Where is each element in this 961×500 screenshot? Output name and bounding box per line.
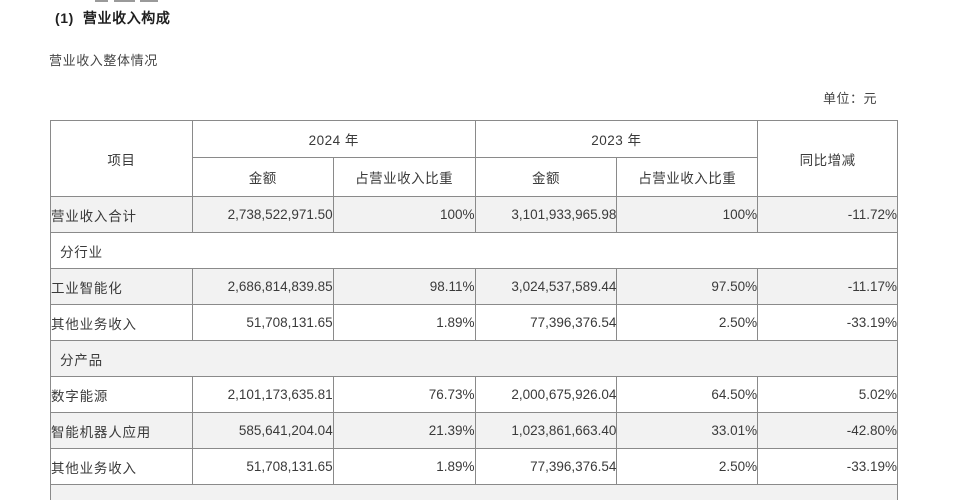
page-subtitle: 营业收入整体情况 [49, 53, 158, 68]
amount-2023-cell: 2,000,675,926.04 [474, 376, 618, 413]
clipped-text-fragment [95, 0, 108, 2]
row-label: 数字能源 [50, 376, 193, 413]
table-row: 其他业务收入 51,708,131.65 1.89% 77,396,376.54… [50, 304, 898, 341]
table-body: 营业收入合计 2,738,522,971.50 100% 3,101,933,9… [50, 196, 898, 500]
yoy-cell: -33.19% [757, 304, 898, 341]
amount-2023-cell: 3,101,933,965.98 [474, 196, 618, 233]
amount-2024-cell: 51,708,131.65 [191, 448, 334, 485]
partial-row-clipped [50, 484, 898, 500]
table-row: 其他业务收入 51,708,131.65 1.89% 77,396,376.54… [50, 448, 898, 485]
header-item: 项目 [50, 120, 193, 197]
header-proportion-2023: 占营业收入比重 [616, 157, 759, 197]
proportion-2023-cell: 100% [616, 196, 759, 233]
header-amount-2024: 金额 [191, 157, 334, 197]
amount-2024-cell: 2,101,173,635.81 [191, 376, 334, 413]
section-row: 分产品 [50, 340, 898, 377]
row-label: 其他业务收入 [50, 448, 193, 485]
row-label: 智能机器人应用 [50, 412, 193, 449]
header-year-2024: 2024 年 [191, 120, 476, 158]
proportion-2024-cell: 76.73% [332, 376, 476, 413]
header-proportion-2024: 占营业收入比重 [332, 157, 476, 197]
row-label: 工业智能化 [50, 268, 193, 305]
header-amount-2023: 金额 [474, 157, 618, 197]
amount-2024-cell: 51,708,131.65 [191, 304, 334, 341]
yoy-cell: -11.17% [757, 268, 898, 305]
amount-2024-cell: 2,738,522,971.50 [191, 196, 334, 233]
table-header: 项目 2024 年 2023 年 同比增减 金额 占营业收入比重 金额 占营业收… [50, 120, 898, 197]
amount-2023-cell: 77,396,376.54 [474, 448, 618, 485]
clipped-text-fragment [114, 0, 135, 2]
header-yoy: 同比增减 [757, 120, 898, 197]
section-label: 分行业 [50, 232, 898, 269]
amount-2023-cell: 1,023,861,663.40 [474, 412, 618, 449]
table-row: 营业收入合计 2,738,522,971.50 100% 3,101,933,9… [50, 196, 898, 233]
partial-row-cell [50, 484, 898, 500]
proportion-2024-cell: 21.39% [332, 412, 476, 449]
amount-2024-cell: 2,686,814,839.85 [191, 268, 334, 305]
yoy-cell: -11.72% [757, 196, 898, 233]
proportion-2023-cell: 97.50% [616, 268, 759, 305]
table-row: 数字能源 2,101,173,635.81 76.73% 2,000,675,9… [50, 376, 898, 413]
proportion-2024-cell: 1.89% [332, 304, 476, 341]
proportion-2023-cell: 2.50% [616, 304, 759, 341]
unit-label: 单位：元 [822, 91, 877, 106]
section-label: 分产品 [50, 340, 898, 377]
yoy-cell: 5.02% [757, 376, 898, 413]
proportion-2023-cell: 64.50% [616, 376, 759, 413]
revenue-table: 项目 2024 年 2023 年 同比增减 金额 占营业收入比重 金额 占营业收… [50, 120, 898, 500]
proportion-2024-cell: 1.89% [332, 448, 476, 485]
yoy-cell: -42.80% [757, 412, 898, 449]
proportion-2023-cell: 33.01% [616, 412, 759, 449]
header-year-2023: 2023 年 [474, 120, 759, 158]
section-row: 分行业 [50, 232, 898, 269]
amount-2023-cell: 3,024,537,589.44 [474, 268, 618, 305]
table-row: 智能机器人应用 585,641,204.04 21.39% 1,023,861,… [50, 412, 898, 449]
amount-2023-cell: 77,396,376.54 [474, 304, 618, 341]
amount-2024-cell: 585,641,204.04 [191, 412, 334, 449]
row-label: 营业收入合计 [50, 196, 193, 233]
row-label: 其他业务收入 [50, 304, 193, 341]
page-title: (1) 营业收入构成 [55, 10, 171, 26]
proportion-2023-cell: 2.50% [616, 448, 759, 485]
table-row: 工业智能化 2,686,814,839.85 98.11% 3,024,537,… [50, 268, 898, 305]
clipped-text-fragment [140, 0, 158, 2]
yoy-cell: -33.19% [757, 448, 898, 485]
proportion-2024-cell: 100% [332, 196, 476, 233]
proportion-2024-cell: 98.11% [332, 268, 476, 305]
